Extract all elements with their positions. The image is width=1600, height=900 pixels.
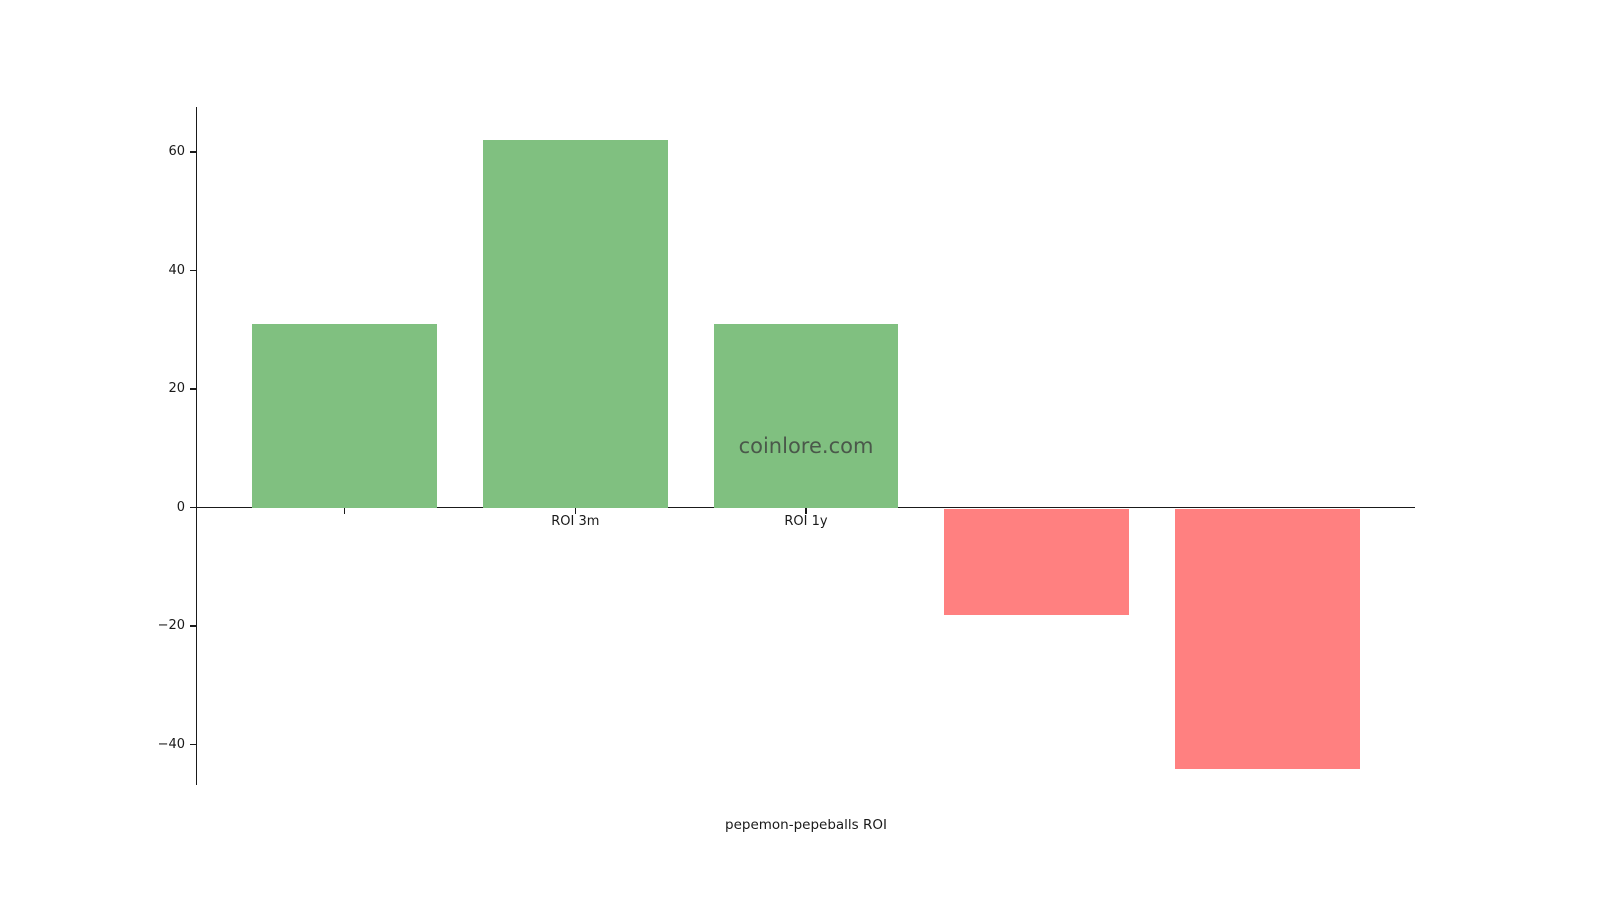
y-tick-mark [190, 388, 196, 390]
bar [713, 323, 899, 508]
y-tick-label: −20 [157, 618, 185, 634]
x-tick-mark [343, 507, 346, 514]
bar [483, 140, 668, 508]
y-tick-mark [190, 743, 196, 746]
y-tick-label: 60 [168, 144, 185, 160]
y-tick-label: 0 [176, 499, 185, 515]
bar [252, 323, 437, 508]
bar [1175, 508, 1360, 770]
watermark: coinlore.com [738, 434, 874, 458]
y-tick-mark [190, 506, 196, 509]
y-tick-label: 40 [168, 262, 185, 278]
x-tick-label: ROI 1y [784, 513, 828, 529]
bar [944, 508, 1129, 616]
y-tick-mark [190, 151, 196, 153]
y-axis-line [196, 107, 198, 785]
y-tick-label: −40 [157, 736, 185, 752]
y-tick-label: 20 [168, 381, 185, 397]
y-tick-mark [190, 625, 196, 627]
plot-area: 60 40 20 0 −20 −40 ROI 3m ROI 1y coinlore.com [158, 107, 1415, 785]
x-tick-mark [574, 507, 576, 514]
y-tick-mark [190, 269, 196, 272]
x-tick-mark [805, 507, 807, 514]
chart-title: pepemon-pepeballs ROI [725, 817, 887, 833]
x-tick-label: ROI 3m [551, 513, 600, 529]
